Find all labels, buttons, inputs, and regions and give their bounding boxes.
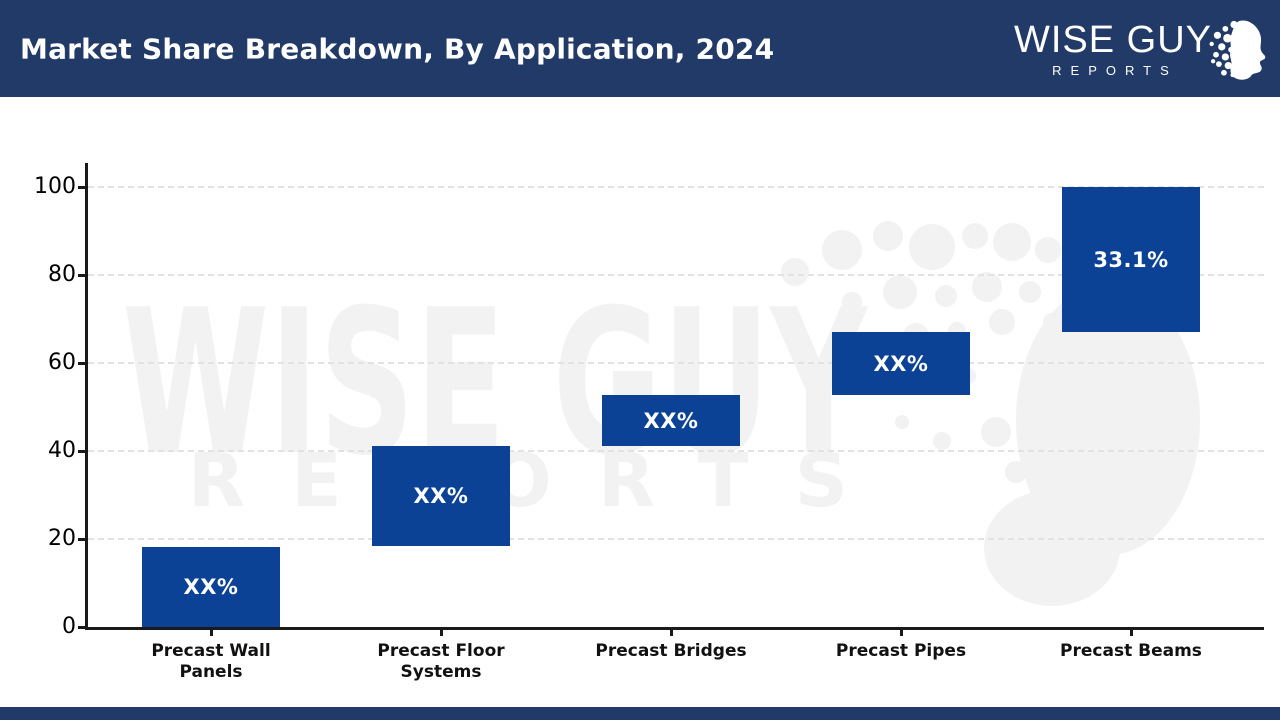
x-axis xyxy=(85,627,1264,630)
x-category-label: Precast Wall Panels xyxy=(151,641,271,682)
y-gridline xyxy=(88,274,1264,276)
x-tick-mark xyxy=(439,627,443,636)
bar-5: 33.1% xyxy=(1062,187,1200,333)
y-tick-label: 60 xyxy=(48,350,76,375)
bar-1: XX% xyxy=(142,546,280,627)
footer-bar xyxy=(0,707,1280,720)
y-tick-mark xyxy=(78,362,88,365)
bar-value-label: XX% xyxy=(643,408,699,433)
x-tick-mark xyxy=(669,627,673,636)
x-tick-mark xyxy=(899,627,903,636)
y-gridline xyxy=(88,538,1264,540)
brand-logo: WISE GUY REPORTS xyxy=(1014,4,1270,94)
y-gridline xyxy=(88,362,1264,364)
bar-3: XX% xyxy=(602,395,740,447)
y-axis xyxy=(85,163,88,630)
y-tick-label: 40 xyxy=(48,438,76,463)
bar-4: XX% xyxy=(832,332,970,396)
header: Market Share Breakdown, By Application, … xyxy=(0,0,1280,97)
bar-value-label: XX% xyxy=(413,484,469,509)
x-category-label: Precast Floor Systems xyxy=(377,641,505,682)
y-gridline xyxy=(88,186,1264,188)
y-tick-mark xyxy=(78,626,88,629)
x-category-label: Precast Pipes xyxy=(835,641,967,661)
brand-subtitle: REPORTS xyxy=(1052,63,1178,78)
bar-value-label: 33.1% xyxy=(1093,247,1169,272)
brand-name: WISE GUY xyxy=(1013,19,1212,61)
x-category-label: Precast Beams xyxy=(1060,641,1202,661)
bar-value-label: XX% xyxy=(873,351,929,376)
y-tick-mark xyxy=(78,274,88,277)
brand-face-icon xyxy=(1209,20,1266,80)
y-tick-label: 80 xyxy=(48,262,76,287)
brand-logo-text: WISE GUY REPORTS xyxy=(1014,21,1212,77)
y-tick-mark xyxy=(78,538,88,541)
y-tick-label: 0 xyxy=(62,614,76,639)
y-tick-label: 100 xyxy=(34,174,76,199)
x-tick-mark xyxy=(1129,627,1133,636)
bar-2: XX% xyxy=(372,446,510,547)
y-tick-mark xyxy=(78,450,88,453)
x-tick-mark xyxy=(209,627,213,636)
x-category-label: Precast Bridges xyxy=(595,641,747,661)
bar-value-label: XX% xyxy=(183,574,239,599)
page-title: Market Share Breakdown, By Application, … xyxy=(20,32,775,65)
y-gridline xyxy=(88,450,1264,452)
y-tick-label: 20 xyxy=(48,526,76,551)
y-tick-mark xyxy=(78,186,88,189)
